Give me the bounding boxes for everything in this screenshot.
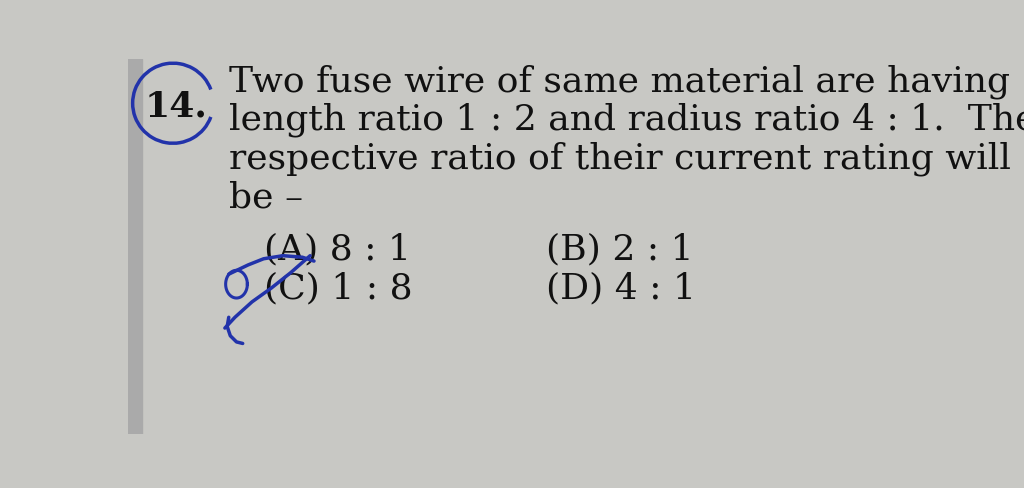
Text: respective ratio of their current rating will: respective ratio of their current rating…: [228, 142, 1011, 176]
Text: (C) 1 : 8: (C) 1 : 8: [263, 271, 413, 305]
Text: 14.: 14.: [144, 89, 208, 123]
Text: (D) 4 : 1: (D) 4 : 1: [547, 271, 696, 305]
Bar: [128, 59, 142, 434]
Text: length ratio 1 : 2 and radius ratio 4 : 1.  Then: length ratio 1 : 2 and radius ratio 4 : …: [228, 103, 1024, 138]
Text: (A) 8 : 1: (A) 8 : 1: [263, 232, 411, 266]
Text: be –: be –: [228, 180, 303, 214]
Text: (B) 2 : 1: (B) 2 : 1: [547, 232, 694, 266]
Text: Two fuse wire of same material are having: Two fuse wire of same material are havin…: [228, 64, 1010, 99]
